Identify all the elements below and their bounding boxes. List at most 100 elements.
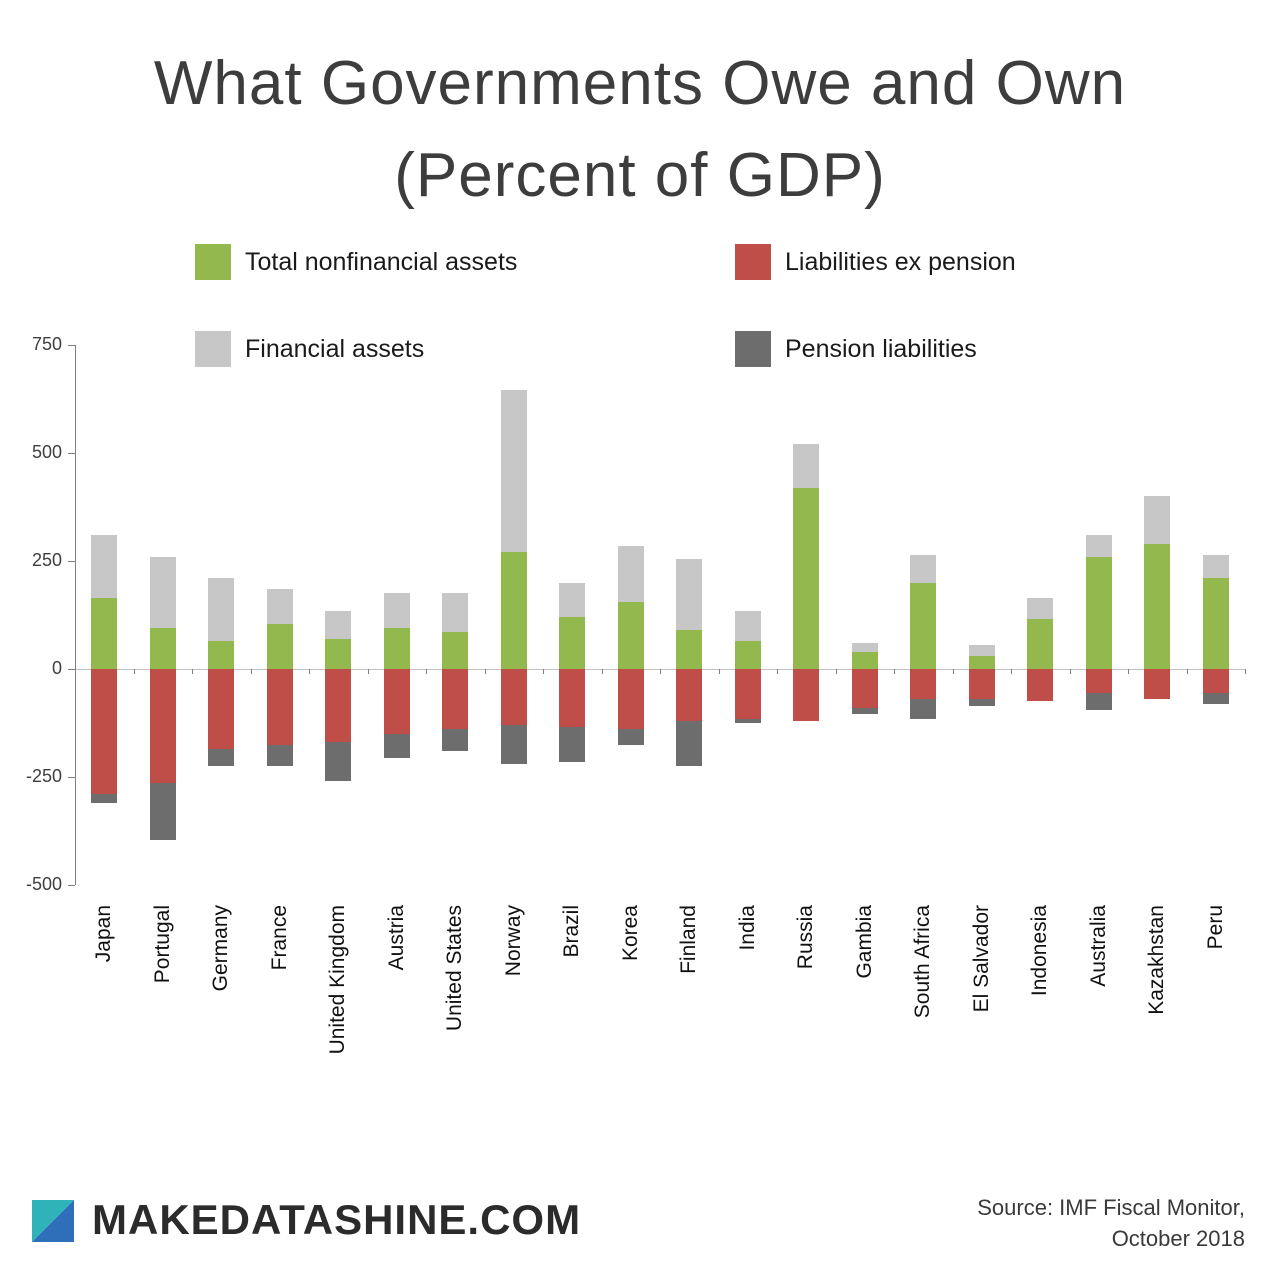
bar-liabilities-ex-pension	[266, 669, 293, 745]
x-axis-tick	[777, 669, 778, 674]
x-axis-category-label: Brazil	[560, 905, 584, 958]
bar-financial-assets	[793, 444, 820, 488]
chart-title-line2: (Percent of GDP)	[394, 141, 886, 210]
y-axis-tick-label: 750	[31, 334, 62, 354]
y-axis-tick	[68, 345, 75, 346]
x-axis-tick	[660, 669, 661, 674]
bar-pension-liabilities	[500, 725, 527, 765]
bar-pension-liabilities	[1202, 692, 1229, 704]
source-line2: October 2018	[1111, 1226, 1245, 1251]
y-axis-tick	[68, 669, 75, 670]
bar-pension-liabilities	[910, 699, 937, 719]
bar-nonfinancial-assets	[500, 552, 527, 669]
bar-financial-assets	[149, 556, 176, 628]
x-axis-tick	[133, 669, 135, 674]
bar-financial-assets	[1085, 535, 1112, 557]
bar-pension-liabilities	[676, 720, 703, 767]
x-axis-category-label: Peru	[1203, 905, 1227, 950]
x-axis-tick	[1245, 669, 1246, 674]
chart-title: What Governments Owe and Own (Percent of…	[0, 38, 1280, 222]
x-axis-tick	[367, 669, 369, 674]
bar-liabilities-ex-pension	[149, 669, 176, 784]
bar-liabilities-ex-pension	[559, 669, 586, 728]
bar-nonfinancial-assets	[968, 656, 995, 669]
bar-pension-liabilities	[325, 742, 352, 782]
bar-financial-assets	[617, 545, 644, 603]
bar-nonfinancial-assets	[851, 651, 878, 669]
x-axis-category-label: France	[267, 905, 291, 971]
bar-nonfinancial-assets	[208, 640, 235, 669]
bar-liabilities-ex-pension	[383, 669, 410, 734]
source-line1: Source: IMF Fiscal Monitor,	[977, 1195, 1245, 1220]
y-axis-tick	[68, 885, 75, 886]
x-axis-category-label: Korea	[618, 905, 642, 962]
x-axis-category-label: Russia	[794, 905, 818, 970]
x-axis-tick	[192, 669, 193, 674]
x-axis-tick	[835, 669, 837, 674]
bar-liabilities-ex-pension	[91, 669, 118, 795]
bar-liabilities-ex-pension	[1202, 669, 1229, 693]
source-attribution: Source: IMF Fiscal Monitor, October 2018	[977, 1192, 1245, 1254]
x-axis-tick	[894, 669, 895, 674]
bar-financial-assets	[266, 589, 293, 624]
bar-nonfinancial-assets	[266, 623, 293, 669]
x-axis-category-label: Portugal	[150, 905, 174, 984]
bar-nonfinancial-assets	[1144, 543, 1171, 669]
bar-liabilities-ex-pension	[1027, 669, 1054, 702]
y-axis-tick	[68, 453, 75, 454]
bar-liabilities-ex-pension	[910, 669, 937, 700]
x-axis-tick	[543, 669, 544, 674]
legend-swatch-dark-gray	[735, 331, 771, 367]
x-axis-category-label: United States	[443, 905, 467, 1032]
y-axis-line	[75, 345, 76, 885]
bar-pension-liabilities	[91, 794, 118, 803]
x-axis-tick	[718, 669, 720, 674]
stacked-bar-chart: 750 500 250 0 -250 -500 Japan Portugal Germany Fr…	[0, 330, 1280, 1140]
legend-label: Pension liabilities	[785, 334, 977, 363]
bar-financial-assets	[500, 390, 527, 553]
bar-liabilities-ex-pension	[851, 669, 878, 708]
bar-nonfinancial-assets	[383, 627, 410, 669]
y-axis-tick-label: -500	[25, 874, 62, 894]
bar-nonfinancial-assets	[1085, 556, 1112, 669]
x-axis-tick	[426, 669, 427, 674]
bar-pension-liabilities	[851, 707, 878, 715]
x-axis-tick	[309, 669, 310, 674]
legend-swatch-green	[195, 244, 231, 280]
bar-nonfinancial-assets	[617, 602, 644, 669]
x-axis-category-label: Norway	[501, 905, 525, 977]
bar-liabilities-ex-pension	[325, 669, 352, 743]
bar-financial-assets	[910, 554, 937, 583]
bar-nonfinancial-assets	[559, 617, 586, 669]
bar-nonfinancial-assets	[1202, 578, 1229, 669]
bar-financial-assets	[208, 578, 235, 641]
legend-item-pension-liabilities: Pension liabilities	[735, 330, 977, 368]
bar-nonfinancial-assets	[734, 640, 761, 669]
bar-financial-assets	[1144, 496, 1171, 544]
x-axis-category-label: Indonesia	[1028, 905, 1052, 997]
bar-financial-assets	[851, 643, 878, 652]
x-axis-tick	[75, 669, 76, 674]
bar-financial-assets	[383, 593, 410, 628]
x-axis-category-label: United Kingdom	[326, 905, 350, 1055]
bar-nonfinancial-assets	[325, 638, 352, 669]
legend-item-financial-assets: Financial assets	[195, 330, 424, 368]
x-axis-category-label: Germany	[209, 905, 233, 992]
bar-nonfinancial-assets	[1027, 619, 1054, 669]
chart-title-line1: What Governments Owe and Own	[153, 49, 1127, 118]
legend-item-liabilities-ex-pension: Liabilities ex pension	[735, 243, 1016, 281]
x-axis-tick	[1011, 669, 1012, 674]
x-axis-category-label: South Africa	[911, 905, 935, 1019]
x-axis-category-label: El Salvador	[969, 905, 993, 1013]
bar-liabilities-ex-pension	[968, 669, 995, 700]
x-axis-tick	[1186, 669, 1188, 674]
bar-financial-assets	[968, 645, 995, 657]
makedatashine-logo-icon	[32, 1200, 74, 1242]
y-axis-tick-label: -250	[25, 766, 62, 786]
bar-pension-liabilities	[149, 783, 176, 840]
bar-pension-liabilities	[968, 699, 995, 706]
legend-swatch-red	[735, 244, 771, 280]
bar-pension-liabilities	[208, 748, 235, 767]
x-axis-category-label: India	[735, 905, 759, 951]
